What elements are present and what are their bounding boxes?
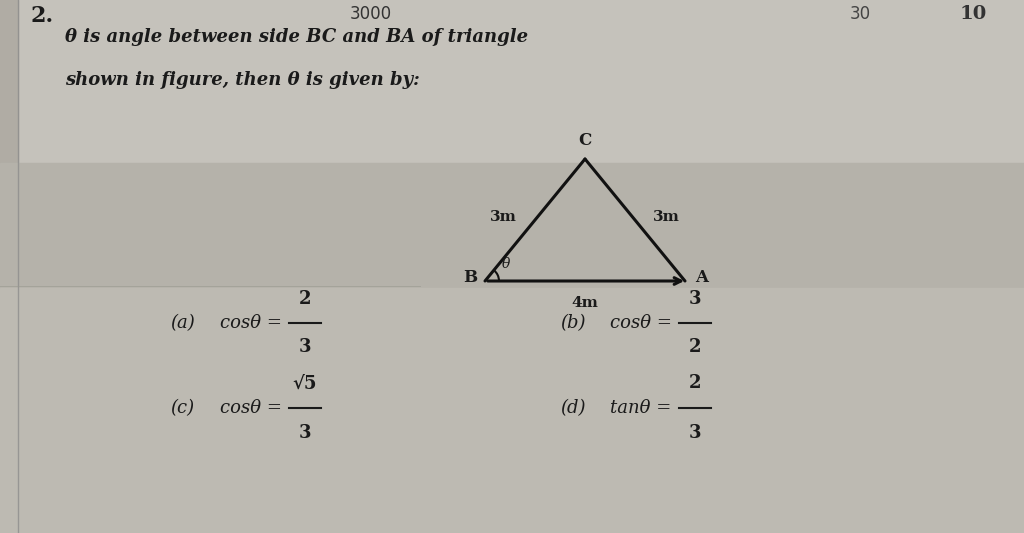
- Text: C: C: [579, 132, 592, 149]
- Text: 4m: 4m: [571, 296, 598, 310]
- Text: √5: √5: [293, 375, 317, 392]
- Text: tanθ =: tanθ =: [610, 399, 672, 417]
- Text: 3m: 3m: [490, 210, 517, 224]
- Bar: [0, 288, 1024, 533]
- Text: 2.: 2.: [30, 5, 53, 27]
- Text: 3: 3: [689, 289, 701, 308]
- Bar: [0, 0, 1024, 163]
- Text: 3: 3: [689, 424, 701, 441]
- Text: shown in figure, then θ is given by:: shown in figure, then θ is given by:: [65, 71, 420, 89]
- Text: 3000: 3000: [350, 5, 392, 23]
- Text: 3m: 3m: [653, 210, 680, 224]
- Text: 2: 2: [689, 375, 701, 392]
- Text: (d): (d): [560, 399, 586, 417]
- Bar: [0, 0, 18, 533]
- Text: (c): (c): [170, 399, 195, 417]
- Text: 10: 10: [961, 5, 987, 23]
- Text: (a): (a): [170, 314, 195, 332]
- Text: cosθ =: cosθ =: [220, 314, 282, 332]
- Text: θ is angle between side BC and BA of triangle: θ is angle between side BC and BA of tri…: [65, 28, 528, 46]
- Text: (b): (b): [560, 314, 586, 332]
- Text: cosθ =: cosθ =: [220, 399, 282, 417]
- Text: A: A: [695, 269, 708, 286]
- Text: cosθ =: cosθ =: [610, 314, 672, 332]
- Text: 30: 30: [850, 5, 871, 23]
- Text: B: B: [463, 269, 477, 286]
- Text: θ: θ: [502, 257, 510, 271]
- Text: 3: 3: [299, 338, 311, 357]
- Text: 2: 2: [299, 289, 311, 308]
- Text: 2: 2: [689, 338, 701, 357]
- Text: 3: 3: [299, 424, 311, 441]
- Bar: [0, 163, 1024, 288]
